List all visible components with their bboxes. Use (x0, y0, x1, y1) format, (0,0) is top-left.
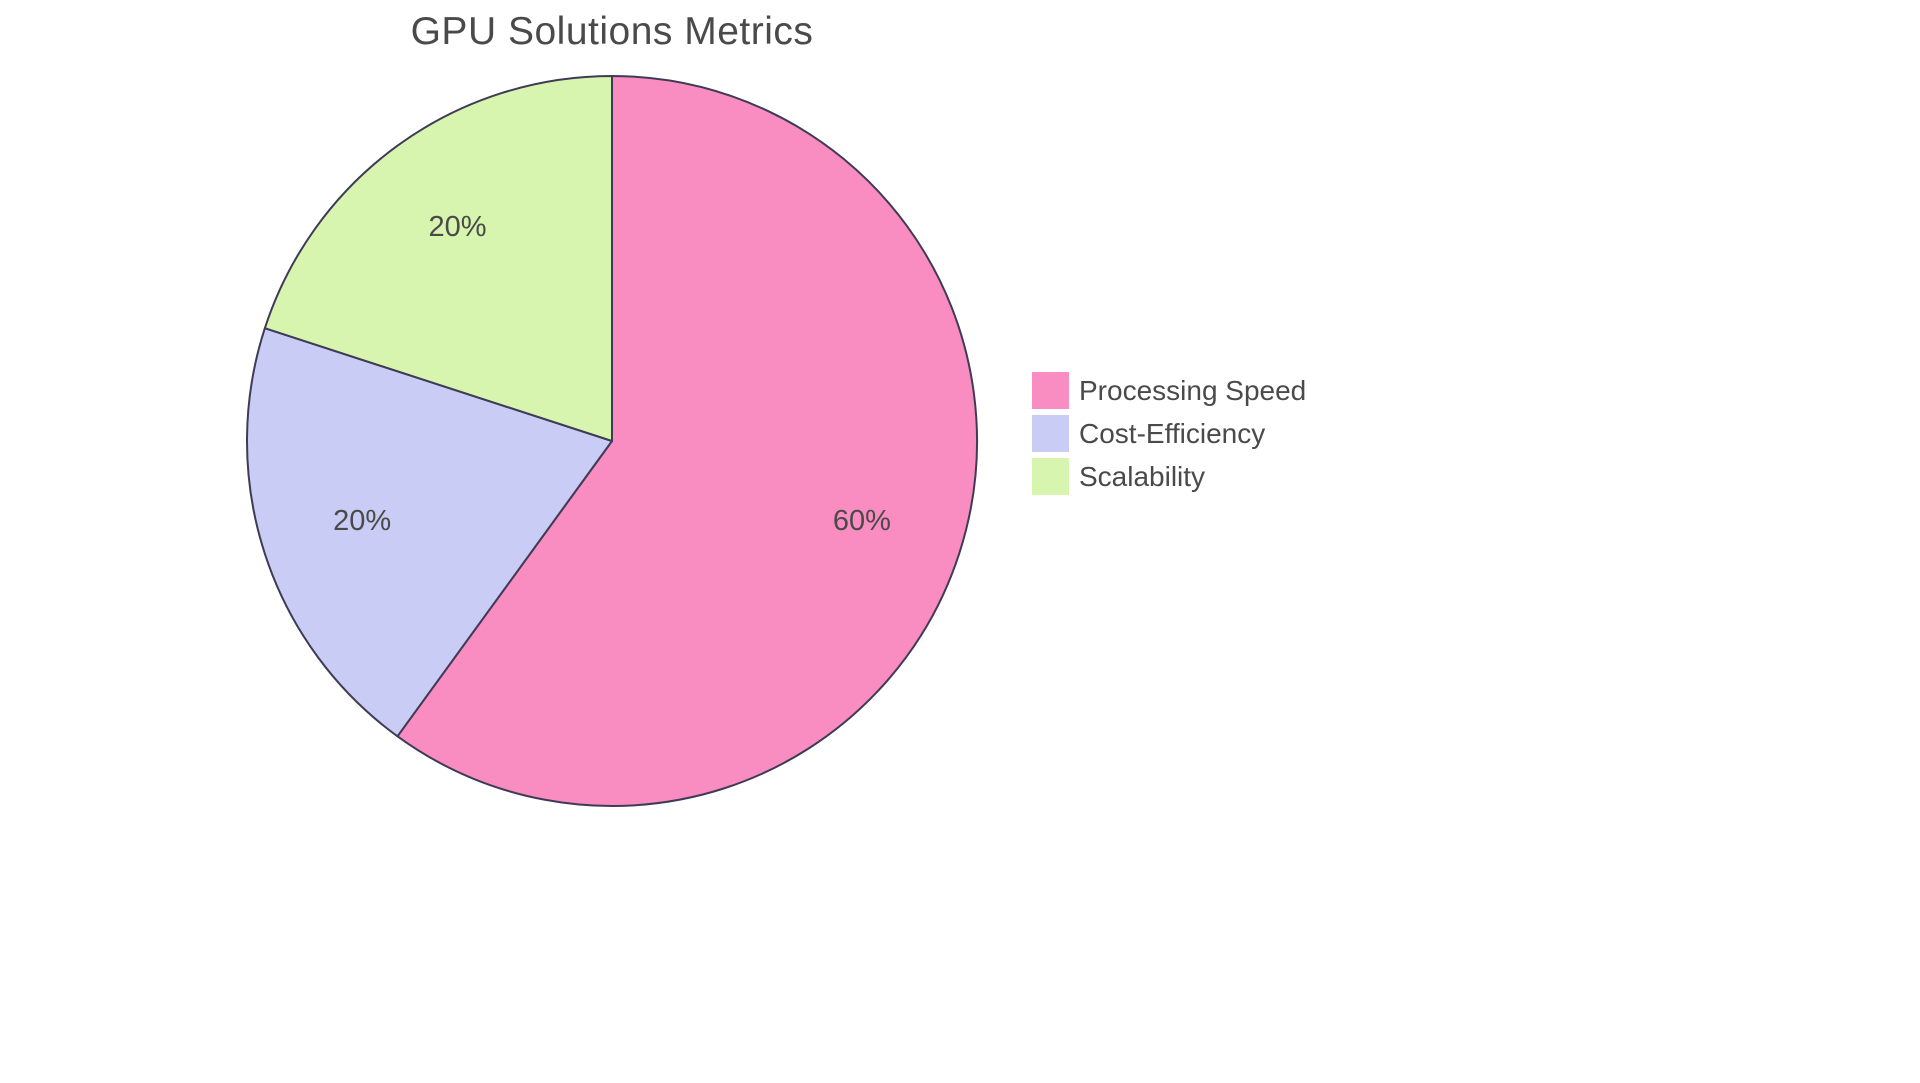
chart-title: GPU Solutions Metrics (410, 10, 814, 53)
legend-swatch-cost-efficiency (1032, 415, 1069, 452)
legend-label-cost-efficiency: Cost-Efficiency (1079, 417, 1266, 449)
legend: Processing Speed Cost-Efficiency Scalabi… (1032, 372, 1306, 501)
pie-slice-cost-efficiency (246, 327, 613, 738)
slice-label-cost-efficiency: 20% (333, 505, 391, 537)
legend-item-cost-efficiency[interactable]: Cost-Efficiency (1032, 415, 1306, 452)
legend-item-scalability[interactable]: Scalability (1032, 458, 1306, 495)
legend-item-processing-speed[interactable]: Processing Speed (1032, 372, 1306, 409)
slice-label-scalability: 20% (428, 211, 486, 243)
legend-label-scalability: Scalability (1079, 460, 1206, 492)
slice-label-processing-speed: 60% (833, 505, 891, 537)
pie-slice-processing-speed (396, 75, 978, 807)
pie-slice-scalability (263, 75, 613, 442)
legend-label-processing-speed: Processing Speed (1079, 374, 1307, 406)
legend-swatch-processing-speed (1032, 372, 1069, 409)
legend-swatch-scalability (1032, 458, 1069, 495)
